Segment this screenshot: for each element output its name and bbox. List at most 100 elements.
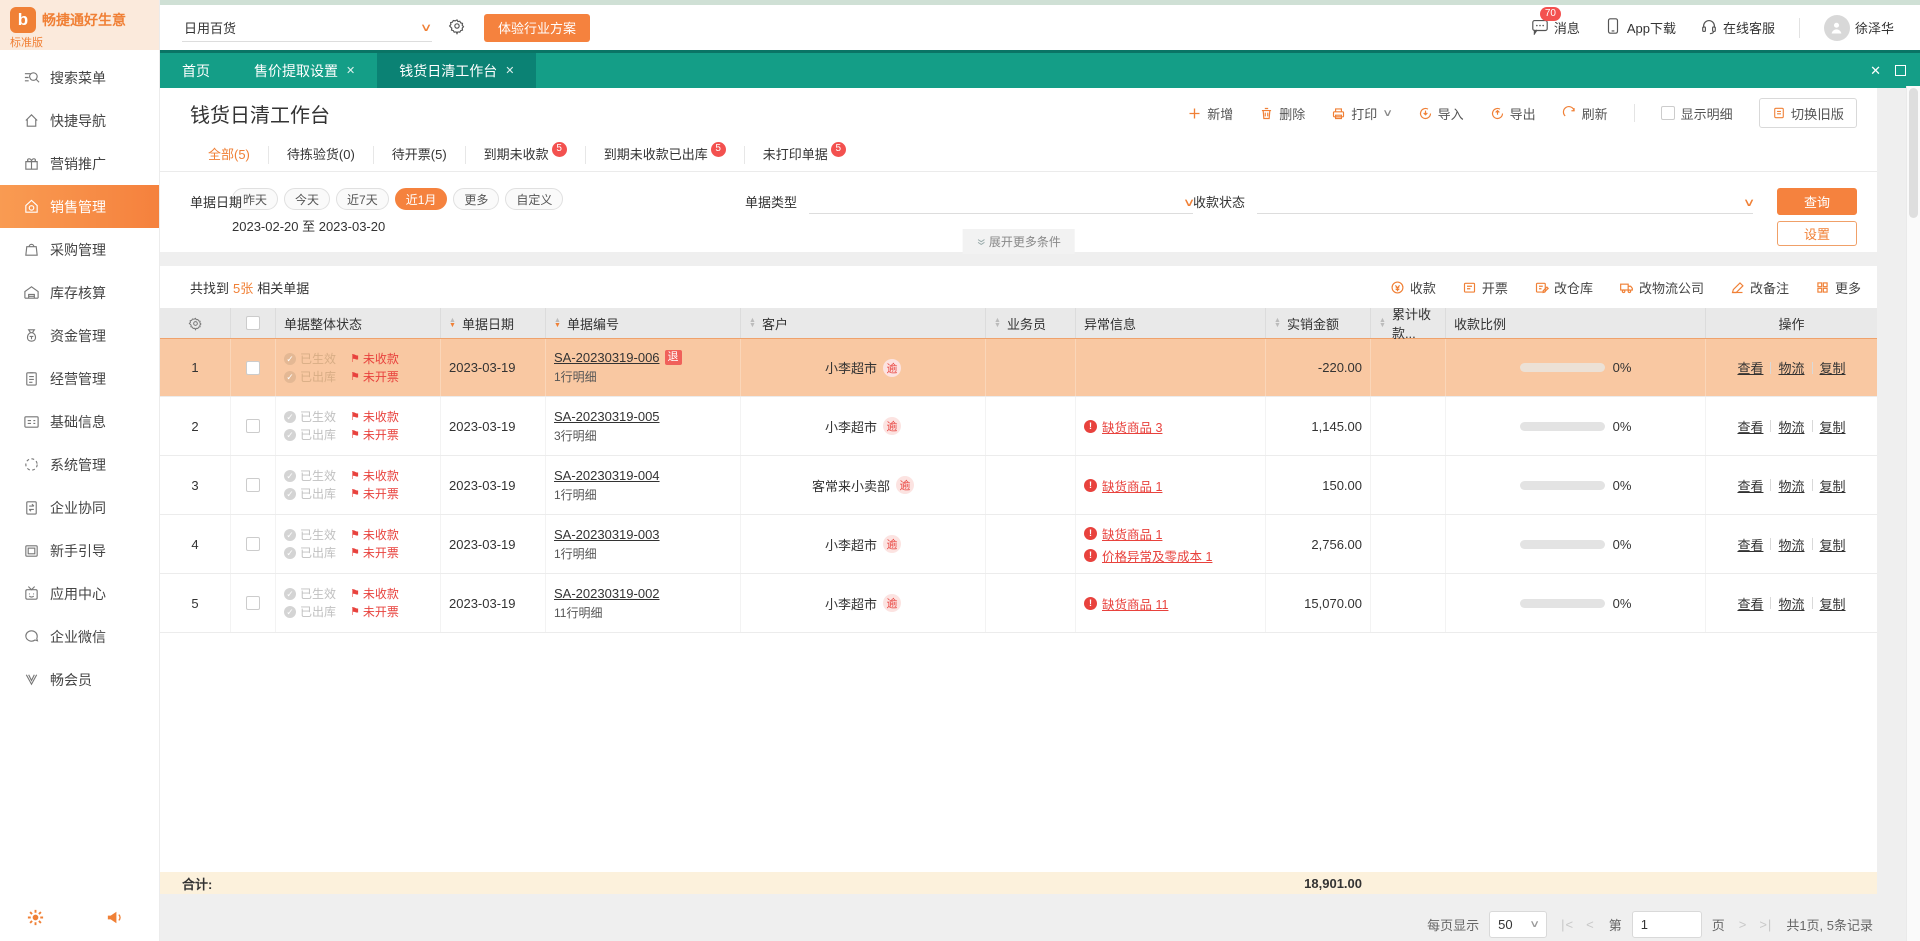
row-checkbox[interactable] (246, 537, 260, 551)
settings-gear-icon[interactable] (26, 908, 45, 930)
announcement-horn-icon[interactable] (105, 908, 124, 930)
per-page-select[interactable]: 50 ∨ (1489, 910, 1548, 938)
date-chip[interactable]: 昨天 (232, 188, 279, 210)
tab-close-icon[interactable]: ✕ (346, 65, 356, 77)
scrollbar-thumb[interactable] (1909, 88, 1918, 218)
expand-more-conditions[interactable]: « 展开更多条件 (962, 229, 1075, 254)
issue-link[interactable]: 缺货商品 1 (1102, 479, 1163, 494)
sidebar-item-purchase[interactable]: 采购管理 (0, 228, 159, 271)
date-chip[interactable]: 更多 (453, 188, 500, 210)
sort-arrows-icon[interactable]: ▲ ▼ (1274, 317, 1281, 329)
filter-tab[interactable]: 待拣验货(0) (269, 145, 374, 164)
sidebar-item-basic-info[interactable]: 基础信息 (0, 400, 159, 443)
row-action-复制[interactable]: 复制 (1819, 361, 1846, 376)
select-all-checkbox[interactable] (230, 308, 275, 338)
invoice-button[interactable]: 开票 (1462, 278, 1508, 297)
filter-tab[interactable]: 全部(5) (190, 145, 269, 164)
doc-number-link[interactable]: SA-20230319-002 (554, 585, 660, 601)
sidebar-item-operation[interactable]: 经营管理 (0, 357, 159, 400)
date-chip[interactable]: 近1月 (394, 188, 448, 210)
sidebar-item-system[interactable]: 系统管理 (0, 443, 159, 486)
row-action-查看[interactable]: 查看 (1737, 478, 1764, 494)
doc-type-select[interactable]: ∨ (809, 192, 1195, 214)
org-select[interactable]: 日用百货 ∨ (182, 14, 432, 42)
row-action-物流[interactable]: 物流 (1778, 537, 1805, 553)
row-checkbox[interactable] (246, 360, 260, 375)
row-action-复制[interactable]: 复制 (1819, 537, 1846, 553)
row-checkbox[interactable] (246, 419, 260, 433)
app-download-button[interactable]: App下载 (1604, 17, 1676, 38)
sort-arrows-icon[interactable]: ▲ ▼ (994, 317, 1001, 329)
filter-tab[interactable]: 到期未收款 5 (466, 141, 586, 164)
row-action-物流[interactable]: 物流 (1778, 361, 1805, 376)
column-header[interactable]: ▲ ▼ 累计收款... (1370, 307, 1445, 341)
change-remark-button[interactable]: 改备注 (1730, 278, 1789, 297)
column-settings-gear-icon[interactable] (160, 308, 230, 338)
sidebar-item-newbie-guide[interactable]: 新手引导 (0, 529, 159, 572)
row-action-复制[interactable]: 复制 (1819, 419, 1846, 435)
refresh-button[interactable]: 刷新 (1562, 104, 1608, 123)
show-detail-toggle[interactable]: 显示明细 (1660, 104, 1733, 123)
row-action-复制[interactable]: 复制 (1819, 478, 1846, 494)
sidebar-item-app-center[interactable]: 应用中心 (0, 572, 159, 615)
sort-arrows-icon[interactable]: ▲ ▼ (554, 317, 561, 329)
payment-status-select[interactable]: ∨ (1257, 192, 1755, 214)
table-row[interactable]: 4 ✓ 已生效 ⚑ 未收款 ✓ 已出库 ⚑ 未开票 2023-03-19 SA-2023… (160, 515, 1877, 574)
filter-tab[interactable]: 到期未收款已出库 5 (586, 141, 745, 164)
row-checkbox[interactable] (246, 596, 260, 610)
row-action-查看[interactable]: 查看 (1737, 361, 1764, 376)
doc-number-link[interactable]: SA-20230319-003 (554, 526, 660, 542)
page-number-input[interactable]: 1 (1631, 910, 1702, 938)
online-support-button[interactable]: 在线客服 (1700, 17, 1775, 38)
date-chip[interactable]: 自定义 (505, 188, 564, 210)
sidebar-item-enterprise-coop[interactable]: 企业协同 (0, 486, 159, 529)
table-row[interactable]: 5 ✓ 已生效 ⚑ 未收款 ✓ 已出库 ⚑ 未开票 2023-03-19 SA-2023… (160, 574, 1877, 633)
issue-link[interactable]: 缺货商品 3 (1102, 420, 1163, 435)
change-logistics-button[interactable]: 改物流公司 (1619, 278, 1704, 297)
sidebar-item-search-menu[interactable]: 搜索菜单 (0, 56, 159, 99)
tab-首页[interactable]: 首页 (160, 53, 232, 88)
doc-number-link[interactable]: SA-20230319-005 (554, 408, 660, 424)
issue-link[interactable]: 缺货商品 1 (1102, 527, 1163, 542)
show-detail-checkbox[interactable] (1660, 106, 1675, 120)
filter-settings-button[interactable]: 设置 (1777, 221, 1857, 246)
last-page-button[interactable]: >| (1759, 916, 1773, 932)
sidebar-item-member[interactable]: 畅会员 (0, 658, 159, 701)
sidebar-item-quick-nav[interactable]: 快捷导航 (0, 99, 159, 142)
sidebar-item-sales[interactable]: 销售管理 (0, 185, 159, 228)
issue-link[interactable]: 缺货商品 11 (1102, 597, 1169, 612)
search-button[interactable]: 查询 (1777, 188, 1857, 215)
row-action-复制[interactable]: 复制 (1819, 596, 1846, 612)
row-action-物流[interactable]: 物流 (1778, 478, 1805, 494)
filter-tab[interactable]: 未打印单据 5 (745, 141, 864, 164)
filter-tab[interactable]: 待开票(5) (374, 145, 466, 164)
row-action-查看[interactable]: 查看 (1737, 419, 1764, 435)
doc-number-link[interactable]: SA-20230319-004 (554, 467, 660, 483)
table-row[interactable]: 1 ✓ 已生效 ⚑ 未收款 ✓ 已出库 ⚑ 未开票 2023-03-19 SA-2023… (160, 338, 1877, 397)
row-action-物流[interactable]: 物流 (1778, 596, 1805, 612)
messages-button[interactable]: 70 消息 (1531, 7, 1580, 38)
sidebar-item-funds[interactable]: 资金管理 (0, 314, 159, 357)
trial-plan-button[interactable]: 体验行业方案 (484, 13, 591, 42)
next-page-button[interactable]: > (1738, 916, 1748, 932)
column-header[interactable]: ▲ ▼ 实销金额 (1265, 308, 1370, 338)
more-button[interactable]: 更多 (1815, 278, 1861, 297)
column-header[interactable]: ▲ ▼ 单据编号 (545, 308, 740, 338)
issue-link[interactable]: 价格异常及零成本 1 (1102, 549, 1213, 564)
close-all-icon[interactable]: ✕ (1870, 62, 1881, 78)
sort-arrows-icon[interactable]: ▲ ▼ (449, 317, 456, 329)
table-row[interactable]: 2 ✓ 已生效 ⚑ 未收款 ✓ 已出库 ⚑ 未开票 2023-03-19 SA-2023… (160, 397, 1877, 456)
date-chip[interactable]: 近7天 (336, 188, 389, 210)
change-warehouse-button[interactable]: 改仓库 (1534, 278, 1593, 297)
row-action-查看[interactable]: 查看 (1737, 596, 1764, 612)
table-row[interactable]: 3 ✓ 已生效 ⚑ 未收款 ✓ 已出库 ⚑ 未开票 2023-03-19 SA-2023… (160, 456, 1877, 515)
tab-close-icon[interactable]: ✕ (505, 65, 515, 77)
sidebar-item-marketing[interactable]: 营销推广 (0, 142, 159, 185)
user-menu[interactable]: 徐泽华 (1823, 14, 1894, 41)
switch-old-version-button[interactable]: 切换旧版 (1758, 98, 1857, 128)
row-action-物流[interactable]: 物流 (1778, 419, 1805, 435)
receive-payment-button[interactable]: 收款 (1390, 278, 1436, 297)
export-button[interactable]: 导出 (1490, 104, 1536, 123)
scrollbar[interactable] (1906, 86, 1920, 941)
date-chip[interactable]: 今天 (284, 188, 331, 210)
